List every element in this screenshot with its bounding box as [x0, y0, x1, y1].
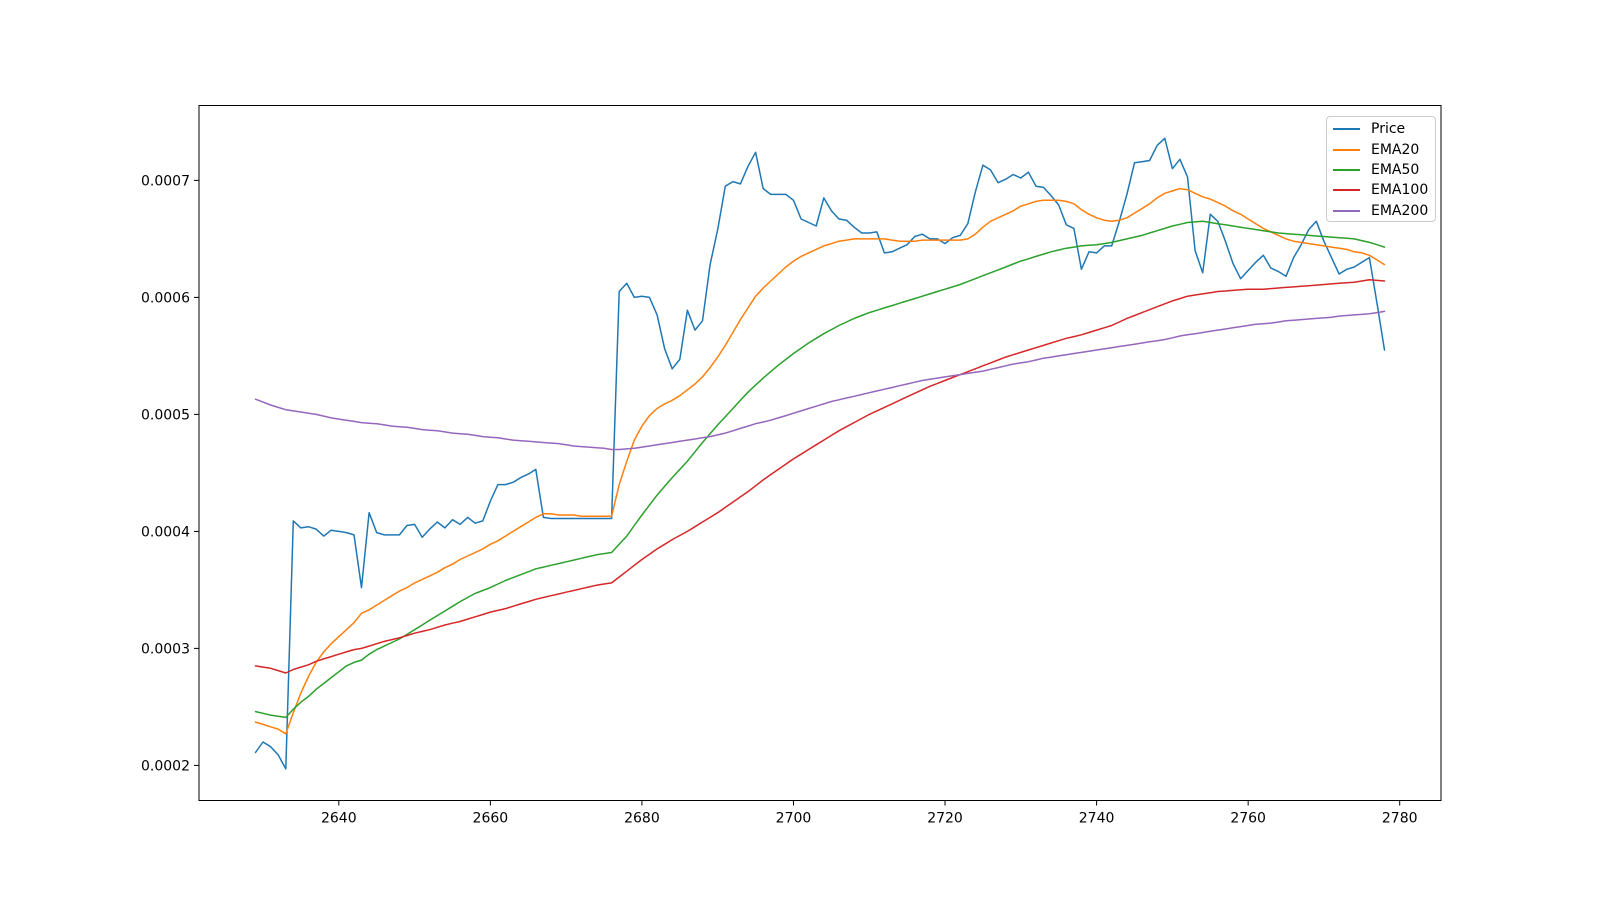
ema100-line-swatch-icon: [1333, 189, 1360, 192]
legend: Price EMA20 EMA50 EMA100 EMA200: [1326, 116, 1436, 222]
ema50-line: [254, 220, 1386, 719]
ema200-line-swatch-icon: [1333, 209, 1360, 212]
x-tick-label: 2720: [927, 811, 963, 827]
x-tick-label: 2780: [1382, 811, 1418, 827]
ema100-line: [254, 279, 1386, 674]
ema20-line: [254, 187, 1386, 735]
ema200-line: [254, 310, 1386, 451]
ema20-line-swatch-icon: [1333, 148, 1360, 151]
legend-item-ema100: EMA100: [1333, 180, 1435, 200]
y-tick-label: 0.0004: [141, 524, 190, 540]
x-tick-label: 2680: [624, 811, 660, 827]
x-axis: 2640 2660 2680 2700 2720 2740 2760 2780: [321, 800, 1418, 827]
legend-label-ema50: EMA50: [1371, 161, 1420, 178]
series-group: [254, 137, 1386, 770]
y-tick-label: 0.0003: [141, 641, 190, 657]
x-tick-label: 2740: [1079, 811, 1115, 827]
legend-label-price: Price: [1371, 121, 1406, 138]
price-line-swatch-icon: [1333, 128, 1360, 131]
x-tick-label: 2700: [776, 811, 812, 827]
y-tick-label: 0.0005: [141, 407, 190, 423]
y-tick-label: 0.0007: [141, 173, 190, 189]
legend-label-ema20: EMA20: [1371, 141, 1420, 158]
legend-item-ema20: EMA20: [1333, 139, 1435, 159]
x-tick-label: 2660: [473, 811, 509, 827]
legend-item-ema200: EMA200: [1333, 201, 1435, 221]
legend-item-ema50: EMA50: [1333, 160, 1435, 180]
x-tick-label: 2760: [1230, 811, 1266, 827]
x-tick-label: 2640: [321, 811, 357, 827]
price-line: [254, 137, 1386, 770]
y-tick-label: 0.0002: [141, 758, 190, 774]
legend-item-price: Price: [1333, 119, 1435, 139]
legend-label-ema200: EMA200: [1371, 202, 1429, 219]
y-axis: 0.0002 0.0003 0.0004 0.0005 0.0006 0.0007: [141, 173, 199, 774]
y-tick-label: 0.0006: [141, 290, 190, 306]
plot-border: [198, 105, 1442, 801]
legend-label-ema100: EMA100: [1371, 182, 1429, 199]
ema50-line-swatch-icon: [1333, 168, 1360, 171]
